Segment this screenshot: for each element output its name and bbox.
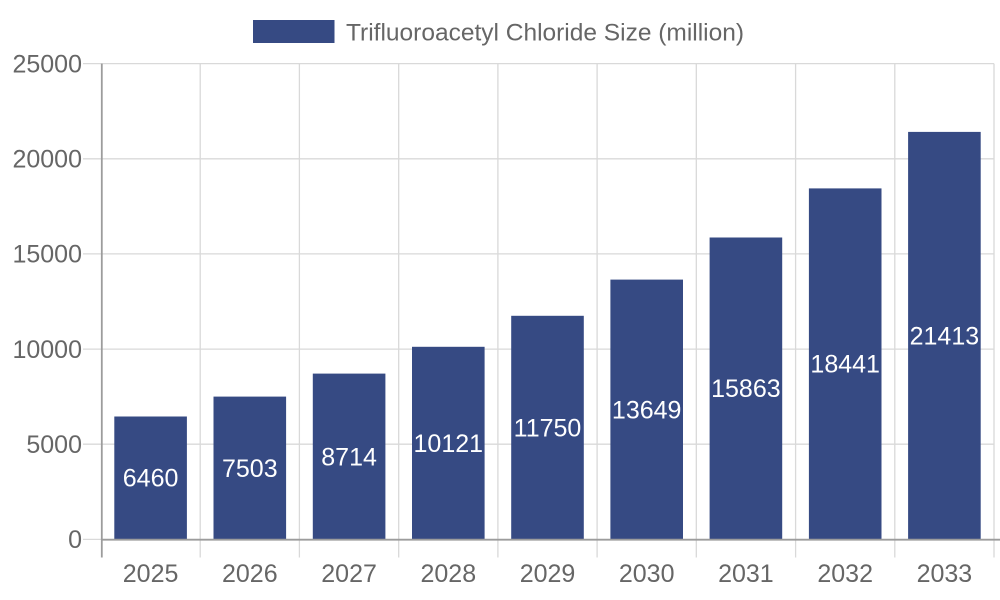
svg-text:15863: 15863: [711, 375, 781, 403]
svg-text:20000: 20000: [12, 146, 82, 174]
svg-text:13649: 13649: [612, 396, 682, 424]
svg-text:Trifluoroacetyl Chloride Size: Trifluoroacetyl Chloride Size (million): [346, 19, 744, 46]
svg-text:21413: 21413: [910, 322, 980, 350]
svg-text:2031: 2031: [718, 560, 774, 588]
svg-text:5000: 5000: [26, 431, 82, 459]
svg-text:2029: 2029: [520, 560, 576, 588]
svg-text:2033: 2033: [917, 560, 973, 588]
svg-text:2027: 2027: [321, 560, 377, 588]
svg-text:2025: 2025: [123, 560, 179, 588]
svg-text:6460: 6460: [123, 465, 179, 493]
svg-text:0: 0: [68, 526, 82, 554]
svg-text:2028: 2028: [420, 560, 476, 588]
svg-text:18441: 18441: [810, 351, 880, 379]
svg-text:8714: 8714: [321, 443, 377, 471]
svg-text:2032: 2032: [817, 560, 873, 588]
svg-text:2026: 2026: [222, 560, 278, 588]
svg-text:7503: 7503: [222, 455, 278, 483]
svg-text:2030: 2030: [619, 560, 675, 588]
svg-text:25000: 25000: [12, 50, 82, 78]
svg-text:10121: 10121: [414, 430, 484, 458]
svg-text:10000: 10000: [12, 336, 82, 364]
svg-text:11750: 11750: [514, 414, 582, 442]
svg-text:15000: 15000: [12, 241, 82, 269]
